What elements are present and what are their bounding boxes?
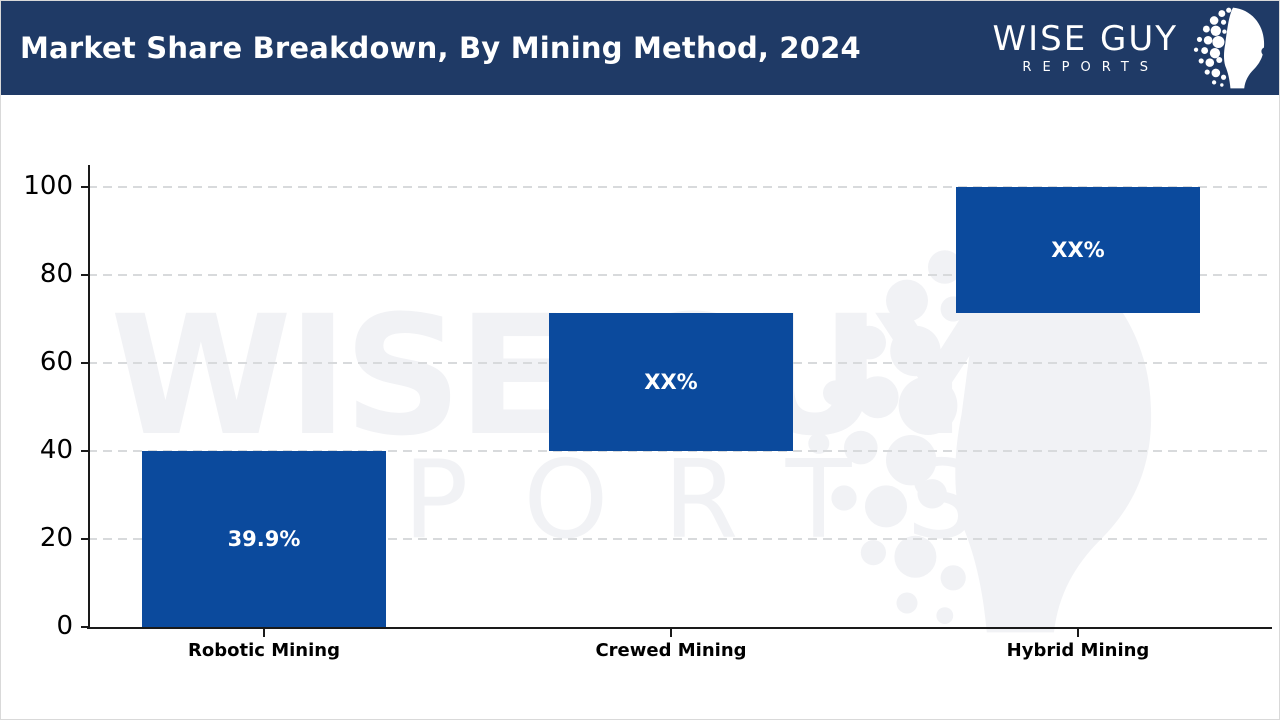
y-axis-tick	[81, 626, 88, 628]
y-axis-tick-label: 80	[39, 259, 73, 289]
brand-logo: WISE GUY REPORTS	[992, 0, 1270, 95]
bar-robotic-mining: 39.9%	[142, 451, 386, 627]
gridline-20	[88, 538, 1272, 540]
y-axis-tick-label: 20	[39, 523, 73, 553]
bar-value-label: XX%	[1051, 238, 1105, 263]
y-axis-tick-label: 100	[23, 171, 73, 201]
bar-value-label: 39.9%	[227, 527, 301, 552]
y-axis-tick-label: 0	[56, 611, 73, 641]
gridline-80	[88, 274, 1272, 276]
x-axis-category-label: Crewed Mining	[595, 640, 747, 661]
y-axis-tick	[81, 274, 88, 276]
x-axis-tick	[263, 629, 265, 637]
y-axis-tick-label: 40	[39, 435, 73, 465]
y-axis-line	[88, 165, 90, 629]
brand-logo-face-icon	[1193, 7, 1270, 88]
bar-value-label: XX%	[644, 370, 698, 395]
brand-logo-subtitle: REPORTS	[1022, 59, 1160, 75]
header-bar: Market Share Breakdown, By Mining Method…	[0, 0, 1280, 95]
x-axis-tick	[670, 629, 672, 637]
x-axis-tick	[1077, 629, 1079, 637]
gridline-100	[88, 186, 1272, 188]
bar-crewed-mining: XX%	[549, 313, 793, 452]
y-axis-tick	[81, 362, 88, 364]
x-axis-category-label: Robotic Mining	[188, 640, 340, 661]
background-watermark-face-icon	[808, 237, 1152, 633]
x-axis-category-label: Hybrid Mining	[1006, 640, 1150, 661]
x-axis-line	[87, 627, 1272, 629]
y-axis-tick	[81, 186, 88, 188]
page-title: Market Share Breakdown, By Mining Method…	[20, 30, 861, 65]
y-axis-tick	[81, 450, 88, 452]
y-axis-tick-label: 60	[39, 347, 73, 377]
y-axis-tick	[81, 538, 88, 540]
brand-logo-wordmark: WISE GUY	[992, 18, 1178, 59]
bar-hybrid-mining: XX%	[956, 187, 1200, 314]
brand-logo-text: WISE GUY REPORTS	[992, 22, 1178, 74]
